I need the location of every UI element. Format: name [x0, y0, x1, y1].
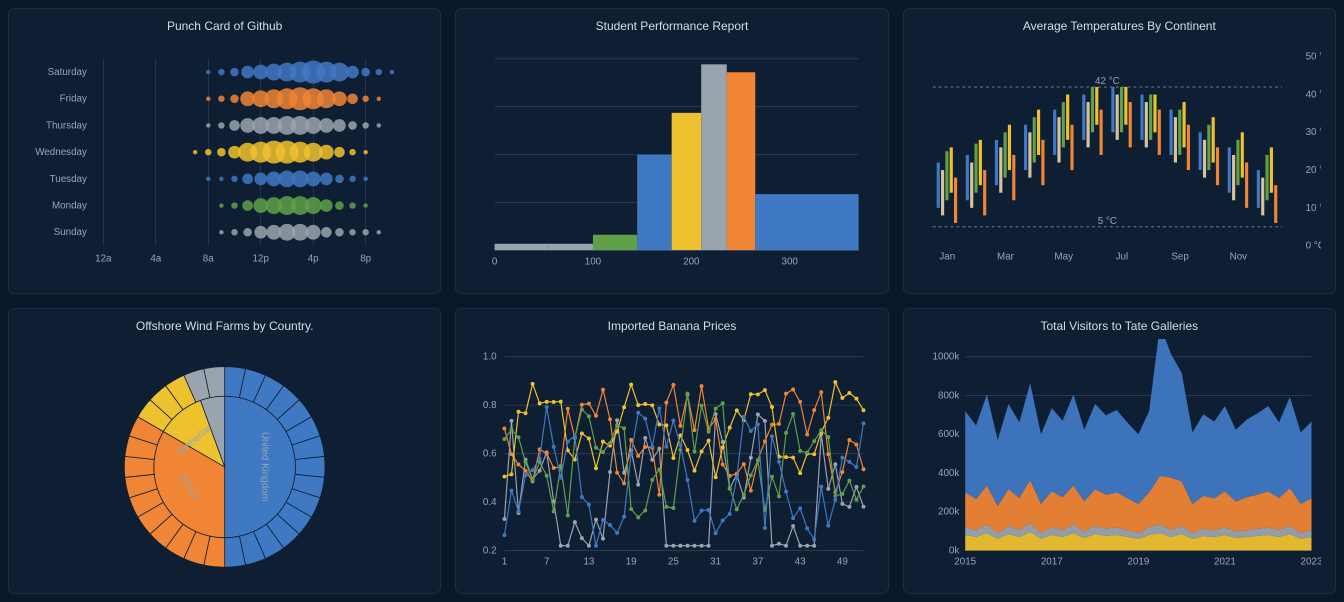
svg-text:0k: 0k	[949, 545, 959, 556]
svg-text:Mar: Mar	[997, 251, 1015, 262]
student-plot: 0 100 200 300	[470, 39, 873, 285]
svg-text:Jul: Jul	[1115, 251, 1128, 262]
tate-plot: 0k 200k 400k 600k 800k 1000k 2015 2017 2019 2021 2…	[918, 339, 1321, 585]
svg-text:Saturday: Saturday	[48, 67, 87, 78]
svg-text:May: May	[1054, 251, 1073, 262]
svg-text:200: 200	[683, 256, 700, 267]
svg-text:7: 7	[544, 556, 549, 567]
svg-text:30 °C: 30 °C	[1305, 127, 1321, 138]
chart-title: Average Temperatures By Continent	[918, 19, 1321, 33]
svg-text:43: 43	[795, 556, 806, 567]
svg-text:40 °C: 40 °C	[1305, 89, 1321, 100]
chart-title: Punch Card of Github	[23, 19, 426, 33]
svg-text:Nov: Nov	[1229, 251, 1247, 262]
svg-text:600k: 600k	[938, 429, 959, 440]
svg-text:0.2: 0.2	[483, 545, 497, 556]
svg-text:2017: 2017	[1041, 556, 1063, 567]
svg-text:0.4: 0.4	[483, 497, 497, 508]
svg-text:0 °C: 0 °C	[1305, 241, 1321, 252]
svg-text:1.0: 1.0	[483, 352, 497, 363]
svg-text:13: 13	[584, 556, 595, 567]
svg-text:300: 300	[782, 256, 799, 267]
punch-plot: Saturday Friday Thursday Wednesday Tuesday Mo…	[23, 39, 426, 285]
svg-text:100: 100	[585, 256, 602, 267]
svg-text:400k: 400k	[938, 468, 959, 479]
svg-text:200k: 200k	[938, 507, 959, 518]
svg-text:4a: 4a	[150, 253, 161, 264]
svg-text:12a: 12a	[95, 253, 112, 264]
punch-card-chart: Punch Card of Github Saturday Friday Thurs…	[8, 8, 441, 294]
svg-text:1000k: 1000k	[932, 352, 959, 363]
student-chart: Student Performance Report 0 100 200 300	[455, 8, 888, 294]
banana-chart: Imported Banana Prices 0.2 0.4 0.6 0.8 1.0 1 7…	[455, 308, 888, 594]
svg-text:2021: 2021	[1214, 556, 1236, 567]
svg-text:8p: 8p	[360, 253, 371, 264]
chart-title: Total Visitors to Tate Galleries	[918, 319, 1321, 333]
svg-text:0: 0	[492, 256, 498, 267]
svg-text:10 °C: 10 °C	[1305, 203, 1321, 214]
svg-text:Sep: Sep	[1171, 251, 1189, 262]
svg-text:Friday: Friday	[60, 94, 87, 105]
svg-text:Jan: Jan	[939, 251, 955, 262]
svg-text:20 °C: 20 °C	[1305, 165, 1321, 176]
svg-text:37: 37	[753, 556, 764, 567]
svg-text:25: 25	[668, 556, 679, 567]
chart-title: Offshore Wind Farms by Country.	[23, 319, 426, 333]
svg-text:Monday: Monday	[52, 201, 87, 212]
svg-text:0.8: 0.8	[483, 400, 497, 411]
svg-text:United Kingdom: United Kingdom	[259, 432, 270, 502]
svg-text:1: 1	[502, 556, 507, 567]
svg-text:31: 31	[711, 556, 722, 567]
tate-chart: Total Visitors to Tate Galleries 0k 200k 4…	[903, 308, 1336, 594]
svg-text:Wednesday: Wednesday	[35, 147, 87, 158]
svg-text:42 °C: 42 °C	[1095, 76, 1120, 87]
temps-chart: Average Temperatures By Continent 0 °C 10…	[903, 8, 1336, 294]
svg-text:12p: 12p	[253, 253, 270, 264]
svg-text:Thursday: Thursday	[46, 120, 87, 131]
svg-text:0.6: 0.6	[483, 449, 497, 460]
banana-plot: 0.2 0.4 0.6 0.8 1.0 1 7 13 19 25 31 37 43 49	[470, 339, 873, 585]
svg-text:5 °C: 5 °C	[1097, 216, 1116, 227]
svg-text:800k: 800k	[938, 390, 959, 401]
svg-text:2015: 2015	[954, 556, 976, 567]
svg-text:49: 49	[837, 556, 848, 567]
temps-plot: 0 °C 10 °C 20 °C 30 °C 40 °C 50 °C 42 °C 5 °C Ja…	[918, 39, 1321, 285]
svg-text:Sunday: Sunday	[54, 227, 87, 238]
svg-text:50 °C: 50 °C	[1305, 52, 1321, 63]
svg-text:8a: 8a	[203, 253, 214, 264]
svg-text:2019: 2019	[1127, 556, 1149, 567]
wind-plot: United KingdomChinaNetherlands	[23, 339, 426, 585]
svg-text:Tuesday: Tuesday	[50, 174, 87, 185]
svg-text:19: 19	[626, 556, 637, 567]
svg-text:4p: 4p	[308, 253, 319, 264]
svg-text:2023: 2023	[1300, 556, 1321, 567]
wind-chart: Offshore Wind Farms by Country. United K…	[8, 308, 441, 594]
chart-title: Imported Banana Prices	[470, 319, 873, 333]
chart-title: Student Performance Report	[470, 19, 873, 33]
